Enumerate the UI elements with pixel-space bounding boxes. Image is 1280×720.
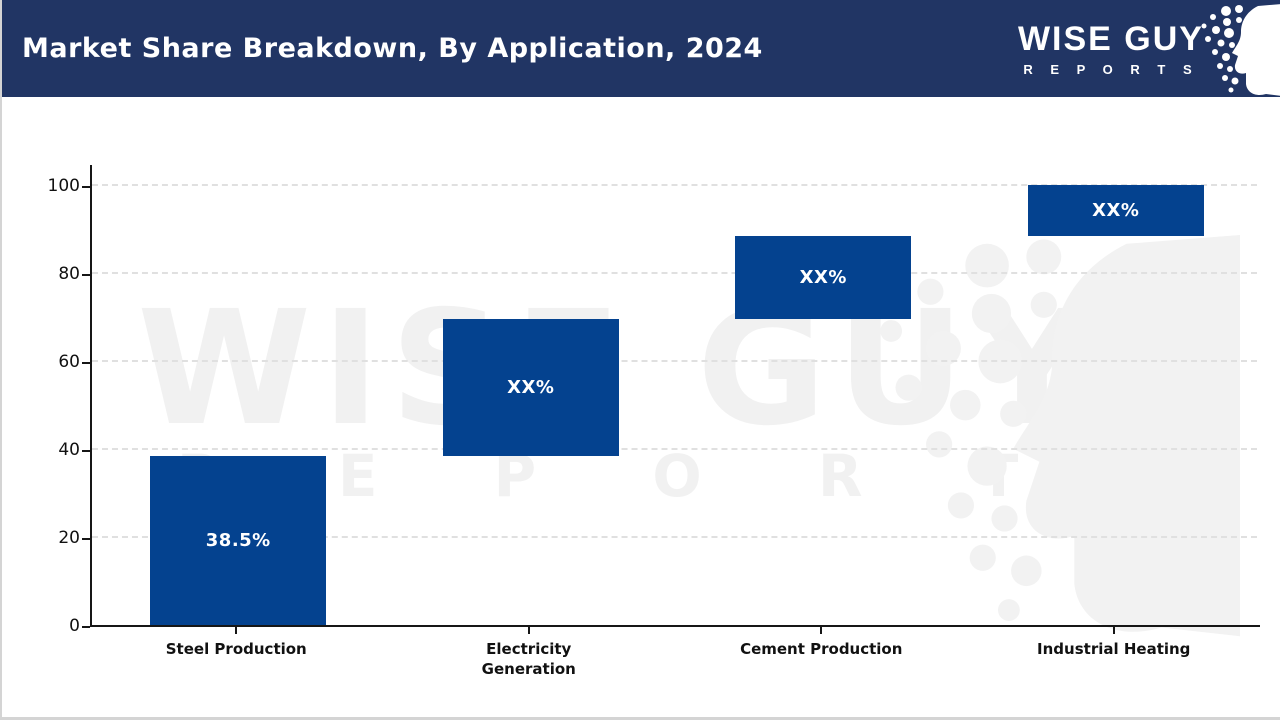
bar-value-label: XX% (507, 376, 555, 398)
x-tick-mark (235, 627, 238, 634)
bar: XX% (735, 235, 912, 320)
wise-guy-logo-text: WISE GUY R E P O R T S (1018, 20, 1204, 77)
bar: XX% (1027, 185, 1204, 236)
y-tick-label: 80 (58, 264, 80, 284)
bar-value-label: XX% (799, 266, 847, 288)
logo-subtitle: R E P O R T S (1023, 62, 1199, 77)
y-tick-mark (82, 626, 90, 628)
x-tick-mark (527, 627, 530, 634)
y-tick-mark (82, 450, 90, 452)
page-title: Market Share Breakdown, By Application, … (22, 33, 763, 64)
header: Market Share Breakdown, By Application, … (2, 0, 1280, 97)
y-tick-mark (82, 186, 90, 188)
logo-wordmark: WISE GUY (1017, 20, 1204, 58)
y-tick-label: 20 (58, 528, 80, 548)
x-category-label: Cement Production (740, 640, 903, 658)
bar-value-label: XX% (1092, 199, 1140, 221)
y-tick-mark (82, 362, 90, 364)
gridline (92, 272, 1257, 274)
watermark-subtitle: R E P O R T S (177, 442, 1225, 510)
y-tick-mark (82, 274, 90, 276)
x-category-label: Electricity Generation (481, 640, 576, 678)
y-tick-label: 40 (58, 440, 80, 460)
y-tick-label: 100 (47, 176, 80, 196)
y-tick-label: 0 (69, 616, 80, 636)
gridline (92, 360, 1257, 362)
gridline (92, 448, 1257, 450)
plot-area: 38.5% XX% XX% XX% (90, 165, 1260, 627)
bar: 38.5% (150, 455, 327, 625)
gridline (92, 536, 1257, 538)
x-category-label: Industrial Heating (1037, 640, 1191, 658)
head-silhouette-icon (1196, 4, 1280, 97)
gridline (92, 184, 1257, 186)
y-tick-mark (82, 538, 90, 540)
wise-guy-logo: WISE GUY R E P O R T S (1018, 0, 1280, 97)
bar-value-label: 38.5% (205, 529, 271, 551)
watermark-head-silhouette-icon (865, 225, 1240, 659)
bar: XX% (442, 319, 619, 456)
y-tick-label: 60 (58, 352, 80, 372)
x-category-label: Steel Production (165, 640, 307, 658)
x-tick-mark (1112, 627, 1115, 634)
x-tick-mark (820, 627, 823, 634)
